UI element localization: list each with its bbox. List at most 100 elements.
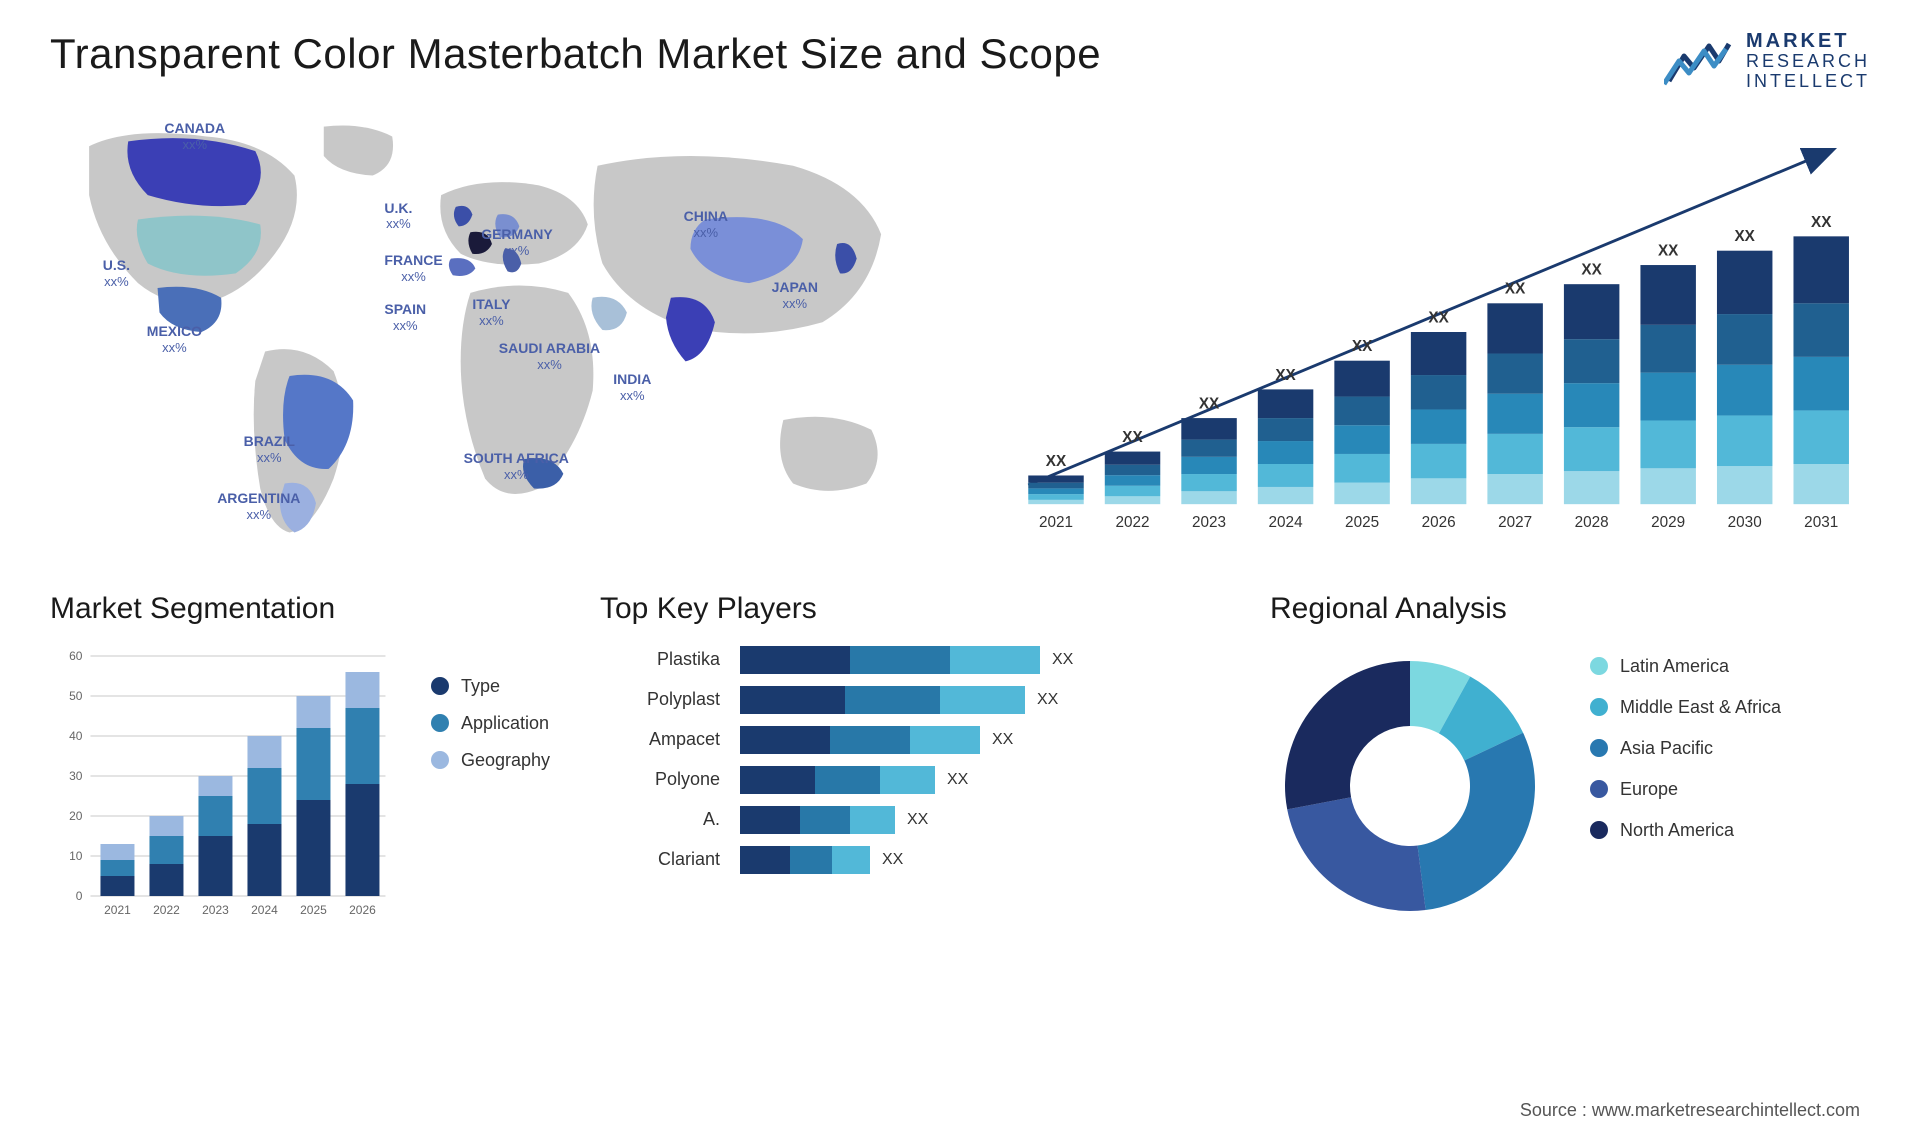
keyplayers-title: Top Key Players <box>600 592 1220 626</box>
legend-label: Type <box>461 676 500 697</box>
legend-item: Latin America <box>1590 656 1781 677</box>
logo-icon <box>1664 36 1734 86</box>
keyplayer-row: Polyone XX <box>600 766 1220 794</box>
map-label: SOUTH AFRICAxx% <box>464 450 569 482</box>
keyplayer-row: Clariant XX <box>600 846 1220 874</box>
svg-text:2026: 2026 <box>1422 514 1456 531</box>
svg-text:2022: 2022 <box>153 903 180 917</box>
svg-text:XX: XX <box>1581 261 1602 278</box>
keyplayer-bar <box>740 646 1040 674</box>
map-label: ITALYxx% <box>472 296 510 328</box>
legend-label: Geography <box>461 750 550 771</box>
keyplayer-bar <box>740 686 1025 714</box>
svg-text:2025: 2025 <box>1345 514 1379 531</box>
legend-swatch <box>431 714 449 732</box>
keyplayers-rows: PlastikaXXPolyplastXXAmpacetXXPolyoneXXA… <box>600 646 1220 874</box>
map-label: INDIAxx% <box>613 371 651 403</box>
svg-text:2024: 2024 <box>1269 514 1304 531</box>
keyplayer-row: Ampacet XX <box>600 726 1220 754</box>
regional-donut <box>1270 646 1550 926</box>
legend-item: Application <box>431 713 550 734</box>
svg-text:2025: 2025 <box>300 903 327 917</box>
header: Transparent Color Masterbatch Market Siz… <box>50 30 1870 92</box>
svg-text:2030: 2030 <box>1728 514 1762 531</box>
keyplayer-label: Polyone <box>600 769 720 790</box>
svg-text:XX: XX <box>1352 338 1373 355</box>
legend-item: North America <box>1590 820 1781 841</box>
keyplayer-bar <box>740 806 895 834</box>
map-label: U.K.xx% <box>384 200 412 232</box>
keyplayer-value: XX <box>882 851 903 869</box>
keyplayer-bar <box>740 846 870 874</box>
svg-text:2021: 2021 <box>104 903 131 917</box>
segmentation-title: Market Segmentation <box>50 592 550 626</box>
segmentation-legend: Type Application Geography <box>431 646 550 771</box>
logo: MARKET RESEARCH INTELLECT <box>1664 30 1870 92</box>
keyplayer-label: Ampacet <box>600 729 720 750</box>
keyplayer-row: A. XX <box>600 806 1220 834</box>
keyplayer-value: XX <box>907 811 928 829</box>
keyplayers-section: Top Key Players PlastikaXXPolyplastXXAmp… <box>600 592 1220 972</box>
keyplayer-value: XX <box>992 731 1013 749</box>
svg-text:XX: XX <box>1199 395 1220 412</box>
map-label: CHINAxx% <box>684 208 728 240</box>
svg-text:20: 20 <box>69 809 83 823</box>
legend-item: Geography <box>431 750 550 771</box>
regional-title: Regional Analysis <box>1270 592 1870 626</box>
segmentation-section: Market Segmentation 20212022202320242025… <box>50 592 550 972</box>
legend-swatch <box>431 751 449 769</box>
keyplayer-value: XX <box>1037 691 1058 709</box>
svg-text:2026: 2026 <box>349 903 376 917</box>
keyplayer-label: A. <box>600 809 720 830</box>
svg-text:2023: 2023 <box>1192 514 1226 531</box>
svg-text:2028: 2028 <box>1575 514 1609 531</box>
legend-item: Asia Pacific <box>1590 738 1781 759</box>
legend-label: Latin America <box>1620 656 1729 677</box>
keyplayer-bar <box>740 766 935 794</box>
page-title: Transparent Color Masterbatch Market Siz… <box>50 30 1101 78</box>
legend-label: North America <box>1620 820 1734 841</box>
svg-text:50: 50 <box>69 689 83 703</box>
map-label: ARGENTINAxx% <box>217 490 300 522</box>
keyplayer-value: XX <box>1052 651 1073 669</box>
regional-section: Regional Analysis Latin America Middle Ea… <box>1270 592 1870 972</box>
svg-text:10: 10 <box>69 849 83 863</box>
svg-text:2031: 2031 <box>1804 514 1838 531</box>
svg-text:XX: XX <box>1428 309 1449 326</box>
legend-label: Application <box>461 713 549 734</box>
source-text: Source : www.marketresearchintellect.com <box>1520 1100 1860 1121</box>
logo-line2: RESEARCH <box>1746 52 1870 72</box>
keyplayer-value: XX <box>947 771 968 789</box>
logo-text: MARKET RESEARCH INTELLECT <box>1746 30 1870 92</box>
map-label: FRANCExx% <box>384 252 442 284</box>
keyplayer-label: Plastika <box>600 649 720 670</box>
growth-bar-chart: XXXXXXXXXXXXXXXXXXXXXX 20212022202320242… <box>990 112 1870 552</box>
legend-label: Europe <box>1620 779 1678 800</box>
logo-line3: INTELLECT <box>1746 72 1870 92</box>
legend-swatch <box>431 677 449 695</box>
legend-item: Middle East & Africa <box>1590 697 1781 718</box>
svg-text:60: 60 <box>69 649 83 663</box>
map-label: CANADAxx% <box>164 120 225 152</box>
segmentation-chart: 202120222023202420252026 0102030405060 <box>50 646 401 926</box>
svg-text:2021: 2021 <box>1039 514 1073 531</box>
svg-text:XX: XX <box>1046 453 1067 470</box>
map-label: GERMANYxx% <box>481 226 553 258</box>
keyplayer-row: PolyplastXX <box>600 686 1220 714</box>
map-label: SPAINxx% <box>384 301 426 333</box>
svg-text:XX: XX <box>1122 429 1143 446</box>
growth-chart-svg: XXXXXXXXXXXXXXXXXXXXXX 20212022202320242… <box>990 112 1870 552</box>
legend-item: Type <box>431 676 550 697</box>
map-label: SAUDI ARABIAxx% <box>499 340 600 372</box>
svg-text:XX: XX <box>1734 228 1755 245</box>
svg-text:2029: 2029 <box>1651 514 1685 531</box>
keyplayer-bar <box>740 726 980 754</box>
legend-label: Middle East & Africa <box>1620 697 1781 718</box>
map-label: JAPANxx% <box>772 279 818 311</box>
svg-text:2024: 2024 <box>251 903 278 917</box>
keyplayer-label: Clariant <box>600 849 720 870</box>
keyplayer-row: Plastika XX <box>600 646 1220 674</box>
legend-swatch <box>1590 780 1608 798</box>
legend-item: Europe <box>1590 779 1781 800</box>
legend-swatch <box>1590 698 1608 716</box>
